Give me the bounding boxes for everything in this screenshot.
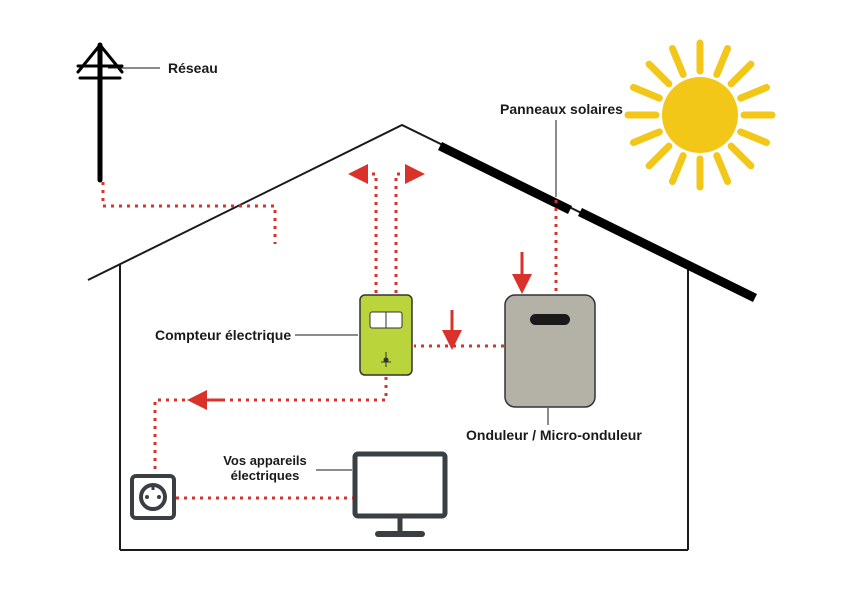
label-reseau: Réseau [168,60,218,76]
label-onduleur: Onduleur / Micro-onduleur [466,427,642,443]
sun-icon [628,43,772,187]
label-appareils-2: électriques [231,468,300,483]
label-appareils-1: Vos appareils [223,453,307,468]
label-panneaux: Panneaux solaires [500,101,623,117]
label-compteur: Compteur électrique [155,327,291,343]
meter-icon [360,295,412,375]
inverter-icon [505,295,595,407]
monitor-icon [355,454,445,534]
solar-house-diagram: Réseau Panneaux solaires Compteur électr… [0,0,842,595]
grid-pole-icon [78,45,122,180]
solar-panels [440,146,755,298]
outlet-icon [132,476,174,518]
